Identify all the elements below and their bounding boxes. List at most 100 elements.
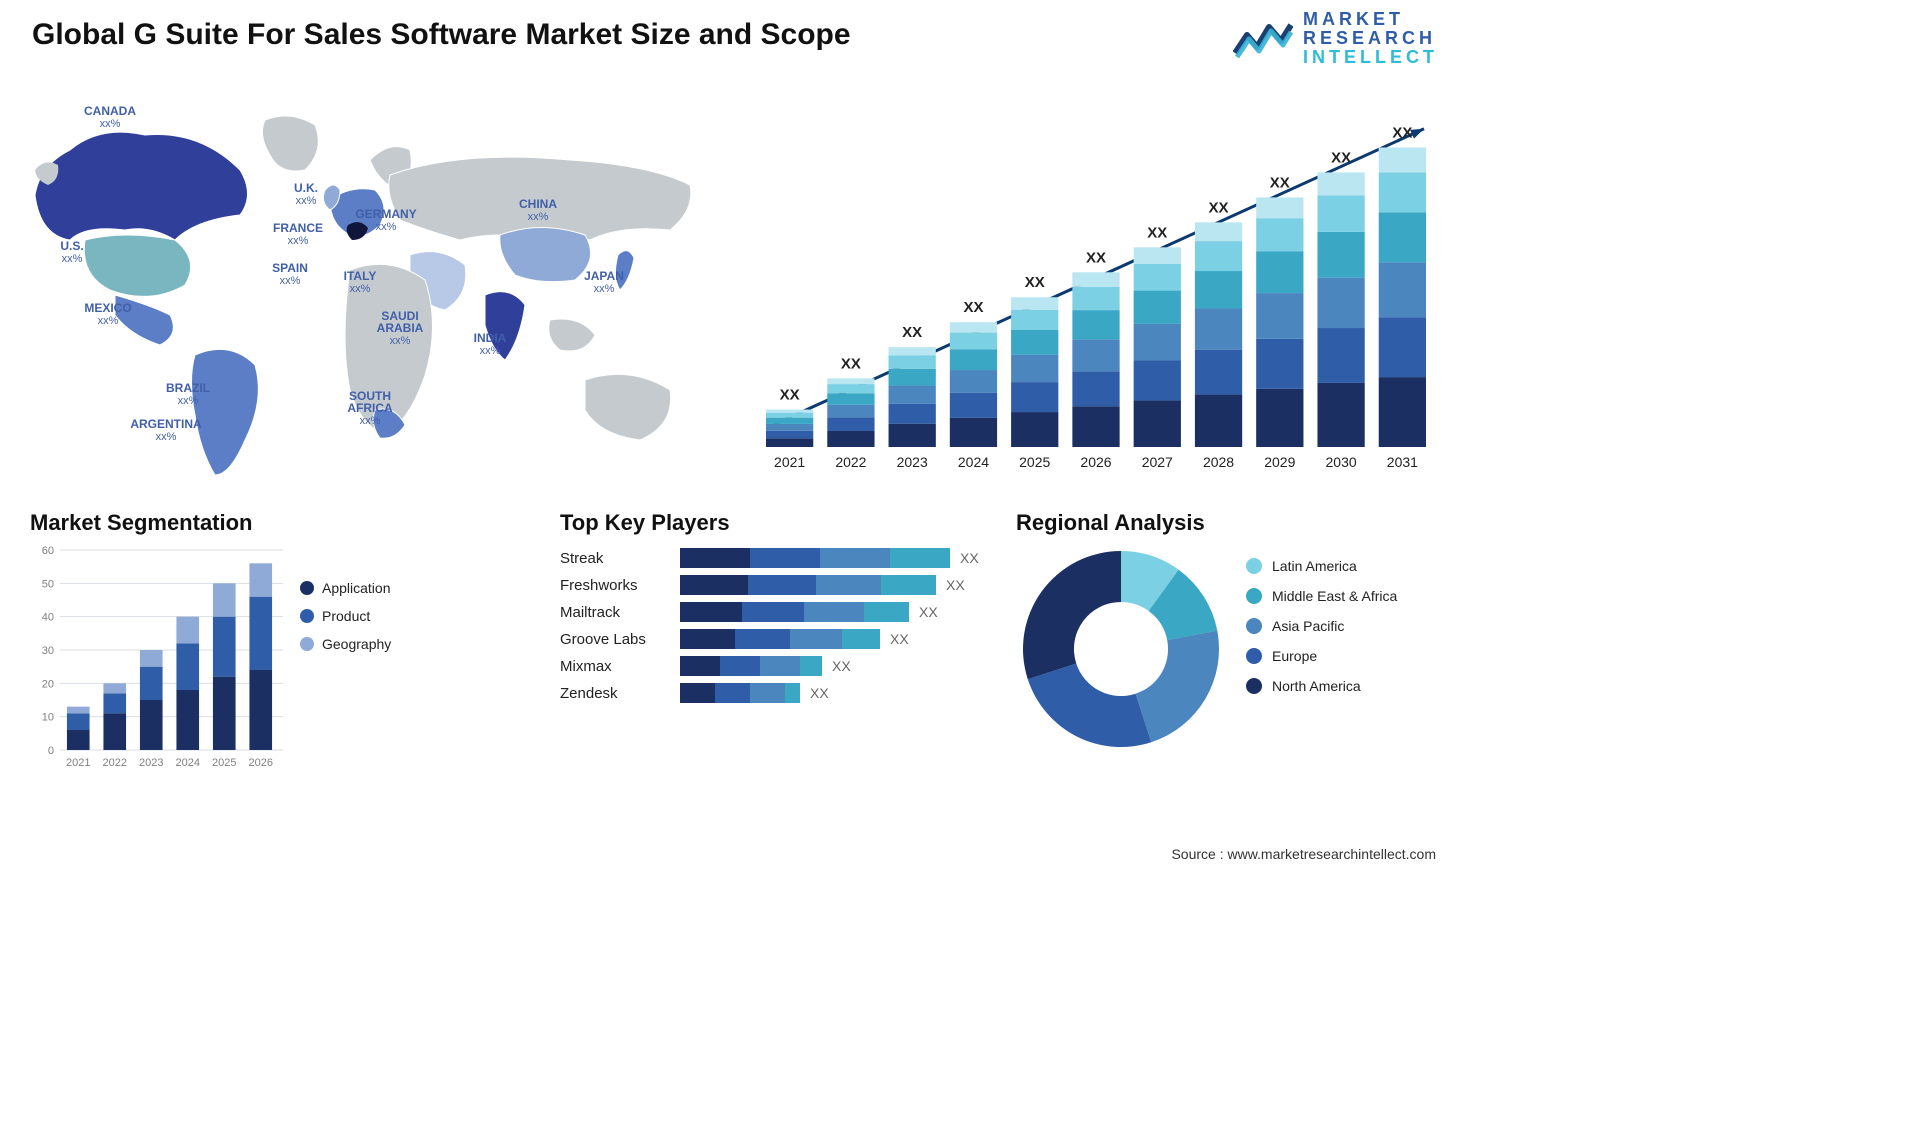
seg-bar-segment — [213, 617, 236, 677]
player-row: FreshworksXX — [560, 575, 980, 595]
legend-swatch — [1246, 678, 1262, 694]
region-legend-item: Middle East & Africa — [1246, 588, 1397, 604]
growth-bar-segment — [1011, 382, 1058, 412]
player-bar-segment — [864, 602, 909, 622]
region-legend-item: Europe — [1246, 648, 1397, 664]
player-value: XX — [810, 685, 829, 701]
seg-x-tick: 2022 — [103, 757, 127, 769]
map-label-pct: xx% — [360, 415, 381, 427]
growth-chart: XX2021XX2022XX2023XX2024XX2025XX2026XX20… — [756, 90, 1436, 480]
seg-bar-segment — [140, 650, 163, 667]
player-row: Groove LabsXX — [560, 629, 980, 649]
growth-bar-segment — [1072, 371, 1119, 406]
growth-bar-segment — [766, 418, 813, 424]
map-label: CANADA — [84, 104, 136, 118]
growth-bar-label: XX — [1086, 249, 1106, 266]
region-title: Regional Analysis — [1016, 510, 1436, 536]
growth-bar-segment — [889, 355, 936, 368]
legend-label: North America — [1272, 678, 1361, 694]
growth-bar-segment — [950, 333, 997, 350]
map-label: BRAZIL — [166, 381, 210, 395]
seg-bar-segment — [249, 670, 272, 750]
player-bar-segment — [804, 602, 864, 622]
growth-bar-segment — [827, 393, 874, 404]
growth-bar-segment — [1256, 389, 1303, 447]
player-bar-segment — [680, 548, 750, 568]
player-row: Mixmax XX — [560, 656, 980, 676]
growth-bar-segment — [766, 424, 813, 431]
player-value: XX — [919, 604, 938, 620]
growth-bar-segment — [1256, 293, 1303, 339]
player-bar-segment — [680, 629, 735, 649]
seg-x-tick: 2025 — [212, 757, 236, 769]
growth-bar-segment — [1134, 291, 1181, 324]
seg-legend-item: Application — [300, 580, 391, 596]
seg-bar-segment — [176, 617, 199, 644]
legend-label: Latin America — [1272, 558, 1357, 574]
seg-bar-segment — [213, 677, 236, 750]
map-label-pct: xx% — [390, 335, 411, 347]
legend-swatch — [1246, 588, 1262, 604]
segmentation-chart: 0102030405060202120222023202420252026 — [30, 544, 285, 774]
growth-year-label: 2025 — [1019, 454, 1050, 470]
player-name: Zendesk — [560, 685, 670, 702]
growth-bar-segment — [1379, 147, 1426, 172]
player-bar-segment — [720, 656, 760, 676]
growth-bar-segment — [950, 393, 997, 418]
growth-bar-segment — [1134, 247, 1181, 264]
seg-bar-segment — [103, 693, 126, 713]
player-bar — [680, 656, 822, 676]
player-bar — [680, 548, 950, 568]
growth-bar-segment — [1195, 222, 1242, 241]
player-bar-segment — [816, 575, 881, 595]
growth-bar-segment — [766, 431, 813, 438]
player-bar — [680, 602, 909, 622]
growth-year-label: 2030 — [1326, 454, 1357, 470]
legend-label: Application — [322, 580, 391, 596]
world-map: CANADAxx%U.S.xx%MEXICOxx%BRAZILxx%ARGENT… — [30, 80, 720, 480]
player-bar-segment — [748, 575, 816, 595]
growth-bar-segment — [1317, 195, 1364, 232]
region-donut — [1016, 544, 1226, 754]
brand-line2: RESEARCH — [1303, 29, 1438, 48]
seg-bar-segment — [176, 690, 199, 750]
player-bar-segment — [735, 629, 790, 649]
growth-bar-segment — [889, 347, 936, 355]
growth-bar-segment — [1317, 172, 1364, 195]
player-bar — [680, 575, 936, 595]
seg-y-tick: 20 — [42, 678, 54, 690]
player-value: XX — [890, 631, 909, 647]
growth-bar-segment — [1072, 310, 1119, 339]
seg-y-tick: 0 — [48, 745, 54, 757]
seg-legend-item: Product — [300, 608, 391, 624]
growth-bar-segment — [1134, 264, 1181, 291]
growth-year-label: 2024 — [958, 454, 989, 470]
map-label-pct: xx% — [280, 275, 301, 287]
seg-bar-segment — [103, 713, 126, 750]
map-label: JAPAN — [584, 269, 624, 283]
player-name: Mixmax — [560, 658, 670, 675]
growth-bar-segment — [827, 378, 874, 384]
growth-bar-segment — [827, 405, 874, 418]
growth-chart-panel: XX2021XX2022XX2023XX2024XX2025XX2026XX20… — [756, 90, 1436, 480]
player-bar-segment — [820, 548, 890, 568]
player-bar-segment — [680, 575, 748, 595]
player-bar-segment — [742, 602, 804, 622]
growth-bar-segment — [1195, 395, 1242, 447]
player-bar-segment — [680, 602, 742, 622]
player-bar-segment — [785, 683, 800, 703]
seg-bar-segment — [103, 683, 126, 693]
growth-bar-segment — [1379, 212, 1426, 262]
growth-bar-segment — [950, 370, 997, 393]
players-panel: Top Key Players StreakXXFreshworksXXMail… — [560, 510, 980, 810]
legend-label: Product — [322, 608, 370, 624]
map-label-pct: xx% — [594, 283, 615, 295]
growth-bar-label: XX — [1025, 274, 1045, 291]
map-label-pct: xx% — [288, 235, 309, 247]
player-bar-segment — [680, 656, 720, 676]
seg-bar-segment — [140, 700, 163, 750]
seg-bar-segment — [213, 583, 236, 616]
growth-bar-segment — [950, 349, 997, 370]
player-value: XX — [832, 658, 851, 674]
map-label-pct: xx% — [100, 118, 121, 130]
